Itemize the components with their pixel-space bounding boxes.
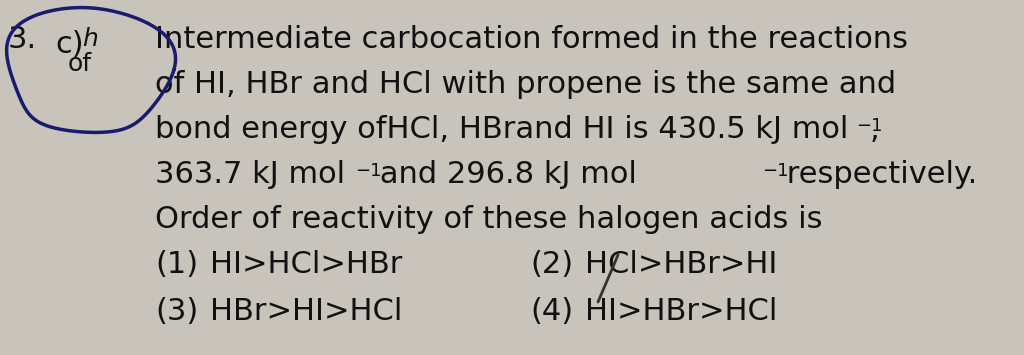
Text: −1: −1 (856, 117, 883, 135)
Text: 363.7 kJ mol: 363.7 kJ mol (155, 160, 345, 189)
Text: and 296.8 kJ mol: and 296.8 kJ mol (370, 160, 637, 189)
Text: HI>HBr>HCl: HI>HBr>HCl (585, 297, 777, 326)
Text: HI>HCl>HBr: HI>HCl>HBr (210, 250, 402, 279)
Text: HCl>HBr>HI: HCl>HBr>HI (585, 250, 777, 279)
Text: −1: −1 (355, 162, 382, 180)
Text: HBr>HI>HCl: HBr>HI>HCl (210, 297, 402, 326)
Text: (1): (1) (155, 250, 198, 279)
Text: of: of (68, 52, 92, 76)
Text: bond energy ofHCl, HBrand HI is 430.5 kJ mol: bond energy ofHCl, HBrand HI is 430.5 kJ… (155, 115, 848, 144)
Text: ,: , (870, 115, 880, 144)
Text: −1: −1 (762, 162, 788, 180)
Text: Intermediate carbocation formed in the reactions: Intermediate carbocation formed in the r… (155, 25, 908, 54)
Text: 3.: 3. (8, 25, 37, 54)
Text: (2): (2) (530, 250, 573, 279)
Text: respectively.: respectively. (777, 160, 977, 189)
Text: c): c) (55, 30, 84, 59)
Text: of HI, HBr and HCl with propene is the same and: of HI, HBr and HCl with propene is the s… (155, 70, 896, 99)
Text: h: h (82, 27, 98, 51)
Text: (3): (3) (155, 297, 199, 326)
Text: Order of reactivity of these halogen acids is: Order of reactivity of these halogen aci… (155, 205, 822, 234)
Text: (4): (4) (530, 297, 573, 326)
